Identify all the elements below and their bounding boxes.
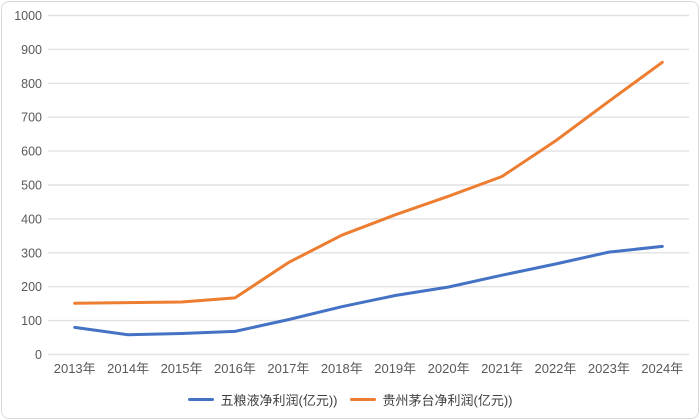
x-tick-label: 2018年: [321, 361, 363, 376]
x-tick-label: 2017年: [267, 361, 309, 376]
y-tick-label: 100: [21, 314, 42, 328]
x-tick-label: 2024年: [641, 361, 683, 376]
y-tick-label: 800: [21, 77, 42, 91]
legend-label-moutai: 贵州茅台净利润(亿元)): [382, 393, 513, 408]
legend: 五粮液净利润(亿元)) 贵州茅台净利润(亿元)): [2, 390, 698, 409]
y-tick-label: 700: [21, 111, 42, 125]
legend-item-wuliangye[interactable]: 五粮液净利润(亿元)): [187, 390, 338, 409]
x-tick-label: 2014年: [107, 361, 149, 376]
x-tick-label: 2019年: [374, 361, 416, 376]
y-tick-label: 400: [21, 212, 42, 226]
x-tick-label: 2020年: [428, 361, 470, 376]
y-tick-label: 0: [35, 348, 42, 362]
series-line: [73, 60, 664, 305]
x-tick-label: 2022年: [534, 361, 576, 376]
y-tick-label: 900: [21, 43, 42, 57]
x-tick-label: 2023年: [588, 361, 630, 376]
series-line: [73, 244, 664, 337]
x-tick-label: 2015年: [161, 361, 203, 376]
x-tick-label: 2021年: [481, 361, 523, 376]
y-tick-label: 600: [21, 145, 42, 159]
y-tick-label: 300: [21, 246, 42, 260]
y-tick-label: 500: [21, 179, 42, 193]
legend-item-moutai[interactable]: 贵州茅台净利润(亿元)): [349, 390, 513, 409]
y-tick-label: 200: [21, 280, 42, 294]
legend-label-wuliangye: 五粮液净利润(亿元)): [220, 393, 338, 408]
legend-line-swatch-blue: [187, 398, 214, 401]
y-tick-label: 1000: [14, 9, 42, 23]
x-tick-label: 2016年: [214, 361, 256, 376]
x-tick-label: 2013年: [54, 361, 96, 376]
legend-line-swatch-orange: [349, 398, 376, 401]
